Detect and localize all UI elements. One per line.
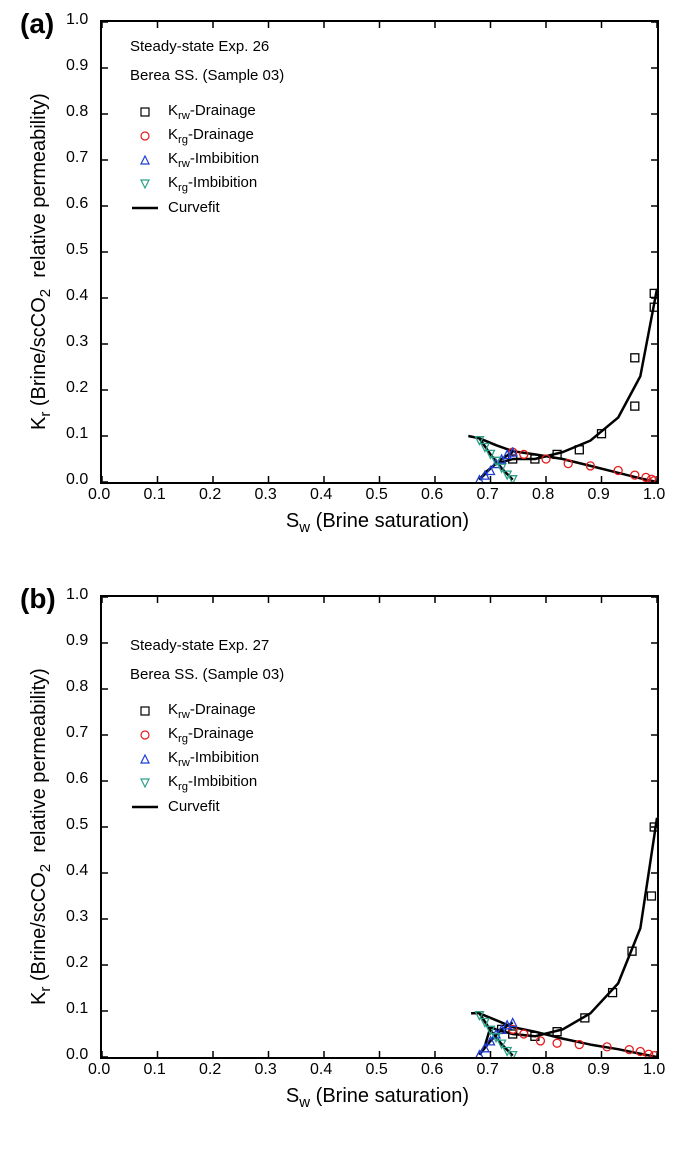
legend-label: Krw-Imbibition — [168, 148, 259, 173]
legend-krw-imbibition: Krw-Imbibition — [130, 149, 284, 171]
legend-krg-imbibition: Krg-Imbibition — [130, 173, 284, 195]
xtick-label: 0.3 — [255, 1061, 277, 1079]
triangle-up-icon — [130, 754, 160, 764]
ytick-label: 0.1 — [66, 1000, 88, 1018]
circle-icon — [130, 131, 160, 141]
legend-krw-drainage: Krw-Drainage — [130, 700, 284, 722]
panel-a-label: (a) — [20, 8, 54, 40]
panel-a-title1: Steady-state Exp. 26 — [130, 36, 284, 59]
legend-label: Krg-Imbibition — [168, 172, 257, 197]
legend-curvefit: Curvefit — [130, 197, 284, 219]
ytick-label: 1.0 — [66, 586, 88, 604]
ytick-label: 0.0 — [66, 1046, 88, 1064]
ytick-label: 0.2 — [66, 954, 88, 972]
panel-b-label: (b) — [20, 583, 56, 615]
legend-label: Curvefit — [168, 796, 220, 819]
ytick-label: 1.0 — [66, 11, 88, 29]
panel-a-xlabel: Sw (Brine saturation) — [100, 510, 655, 536]
panel-a: (a) Kr (Brine/scCO2 relative permeabilit… — [0, 0, 688, 575]
legend-label: Curvefit — [168, 197, 220, 220]
square-icon — [130, 706, 160, 716]
ytick-label: 0.6 — [66, 770, 88, 788]
ytick-label: 0.4 — [66, 862, 88, 880]
line-icon — [130, 203, 160, 213]
panel-a-title2: Berea SS. (Sample 03) — [130, 65, 284, 88]
xtick-label: 1.0 — [643, 486, 665, 504]
ytick-label: 0.6 — [66, 195, 88, 213]
legend-curvefit: Curvefit — [130, 796, 284, 818]
ytick-label: 0.5 — [66, 241, 88, 259]
legend-label: Krw-Drainage — [168, 100, 256, 125]
xtick-label: 0.4 — [310, 1061, 332, 1079]
triangle-down-icon — [130, 778, 160, 788]
xtick-label: 0.1 — [144, 486, 166, 504]
xtick-label: 0.0 — [88, 1061, 110, 1079]
xtick-label: 1.0 — [643, 1061, 665, 1079]
legend-krw-drainage: Krw-Drainage — [130, 101, 284, 123]
xtick-label: 0.7 — [477, 486, 499, 504]
ytick-label: 0.7 — [66, 724, 88, 742]
ytick-label: 0.9 — [66, 57, 88, 75]
xtick-label: 0.2 — [199, 486, 221, 504]
triangle-down-icon — [130, 179, 160, 189]
legend-label: Krw-Imbibition — [168, 747, 259, 772]
panel-b-title1: Steady-state Exp. 27 — [130, 635, 284, 658]
xtick-label: 0.0 — [88, 486, 110, 504]
ytick-label: 0.0 — [66, 471, 88, 489]
panel-b-plot: Steady-state Exp. 27 Berea SS. (Sample 0… — [100, 595, 659, 1059]
xtick-label: 0.3 — [255, 486, 277, 504]
xtick-label: 0.2 — [199, 1061, 221, 1079]
xtick-label: 0.1 — [144, 1061, 166, 1079]
ytick-label: 0.1 — [66, 425, 88, 443]
figure-container: (a) Kr (Brine/scCO2 relative permeabilit… — [0, 0, 688, 1150]
legend-krw-imbibition: Krw-Imbibition — [130, 748, 284, 770]
legend-label: Krg-Imbibition — [168, 771, 257, 796]
line-icon — [130, 802, 160, 812]
legend-krg-drainage: Krg-Drainage — [130, 724, 284, 746]
xtick-label: 0.8 — [532, 486, 554, 504]
xtick-label: 0.7 — [477, 1061, 499, 1079]
xtick-label: 0.6 — [421, 1061, 443, 1079]
legend-krg-imbibition: Krg-Imbibition — [130, 772, 284, 794]
panel-b-title2: Berea SS. (Sample 03) — [130, 664, 284, 687]
panel-b-legend: Steady-state Exp. 27 Berea SS. (Sample 0… — [130, 635, 284, 820]
xtick-label: 0.5 — [366, 1061, 388, 1079]
xtick-label: 0.9 — [588, 486, 610, 504]
ytick-label: 0.4 — [66, 287, 88, 305]
legend-label: Krw-Drainage — [168, 699, 256, 724]
xtick-label: 0.6 — [421, 486, 443, 504]
panel-a-legend: Steady-state Exp. 26 Berea SS. (Sample 0… — [130, 36, 284, 221]
xtick-label: 0.9 — [588, 1061, 610, 1079]
panel-a-ylabel: Kr (Brine/scCO2 relative permeability) — [28, 93, 54, 430]
ytick-label: 0.8 — [66, 103, 88, 121]
ytick-label: 0.8 — [66, 678, 88, 696]
circle-icon — [130, 730, 160, 740]
xtick-label: 0.4 — [310, 486, 332, 504]
xtick-label: 0.5 — [366, 486, 388, 504]
ytick-label: 0.5 — [66, 816, 88, 834]
panel-b-xlabel: Sw (Brine saturation) — [100, 1085, 655, 1111]
ytick-label: 0.7 — [66, 149, 88, 167]
ytick-label: 0.3 — [66, 333, 88, 351]
panel-b-ylabel: Kr (Brine/scCO2 relative permeability) — [28, 668, 54, 1005]
ytick-label: 0.9 — [66, 632, 88, 650]
xtick-label: 0.8 — [532, 1061, 554, 1079]
legend-label: Krg-Drainage — [168, 124, 254, 149]
legend-label: Krg-Drainage — [168, 723, 254, 748]
legend-krg-drainage: Krg-Drainage — [130, 125, 284, 147]
ytick-label: 0.3 — [66, 908, 88, 926]
ytick-label: 0.2 — [66, 379, 88, 397]
triangle-up-icon — [130, 155, 160, 165]
panel-a-plot: Steady-state Exp. 26 Berea SS. (Sample 0… — [100, 20, 659, 484]
square-icon — [130, 107, 160, 117]
panel-b: (b) Kr (Brine/scCO2 relative permeabilit… — [0, 575, 688, 1150]
